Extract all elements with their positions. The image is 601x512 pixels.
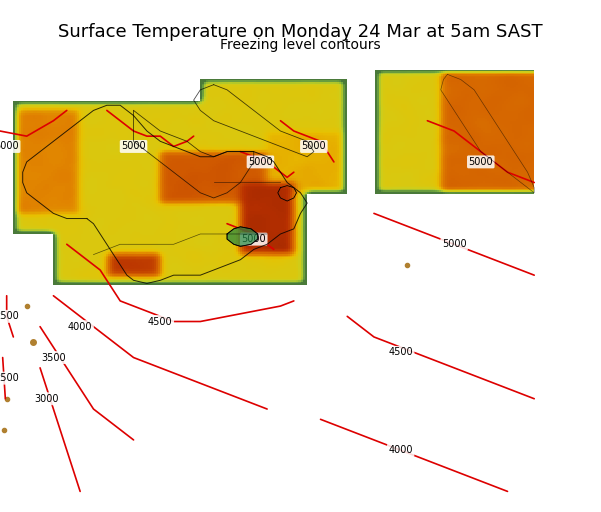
Text: 3500: 3500	[41, 353, 66, 362]
Text: 5000: 5000	[0, 141, 19, 152]
Text: 4500: 4500	[388, 348, 413, 357]
Text: 4500: 4500	[148, 316, 172, 327]
Text: 5000: 5000	[302, 141, 326, 152]
Text: 4000: 4000	[68, 322, 93, 332]
Text: 5000: 5000	[242, 234, 266, 244]
Text: Freezing level contours: Freezing level contours	[220, 38, 381, 52]
Text: 5000: 5000	[442, 239, 466, 249]
Text: 5000: 5000	[248, 157, 273, 167]
Text: 2500: 2500	[0, 311, 19, 322]
Text: 5000: 5000	[121, 141, 146, 152]
Text: 3000: 3000	[34, 394, 59, 404]
Text: 5000: 5000	[469, 157, 493, 167]
Text: 2500: 2500	[0, 373, 19, 383]
Text: 4000: 4000	[388, 445, 413, 455]
Text: Surface Temperature on Monday 24 Mar at 5am SAST: Surface Temperature on Monday 24 Mar at …	[58, 23, 543, 41]
Polygon shape	[227, 227, 258, 246]
